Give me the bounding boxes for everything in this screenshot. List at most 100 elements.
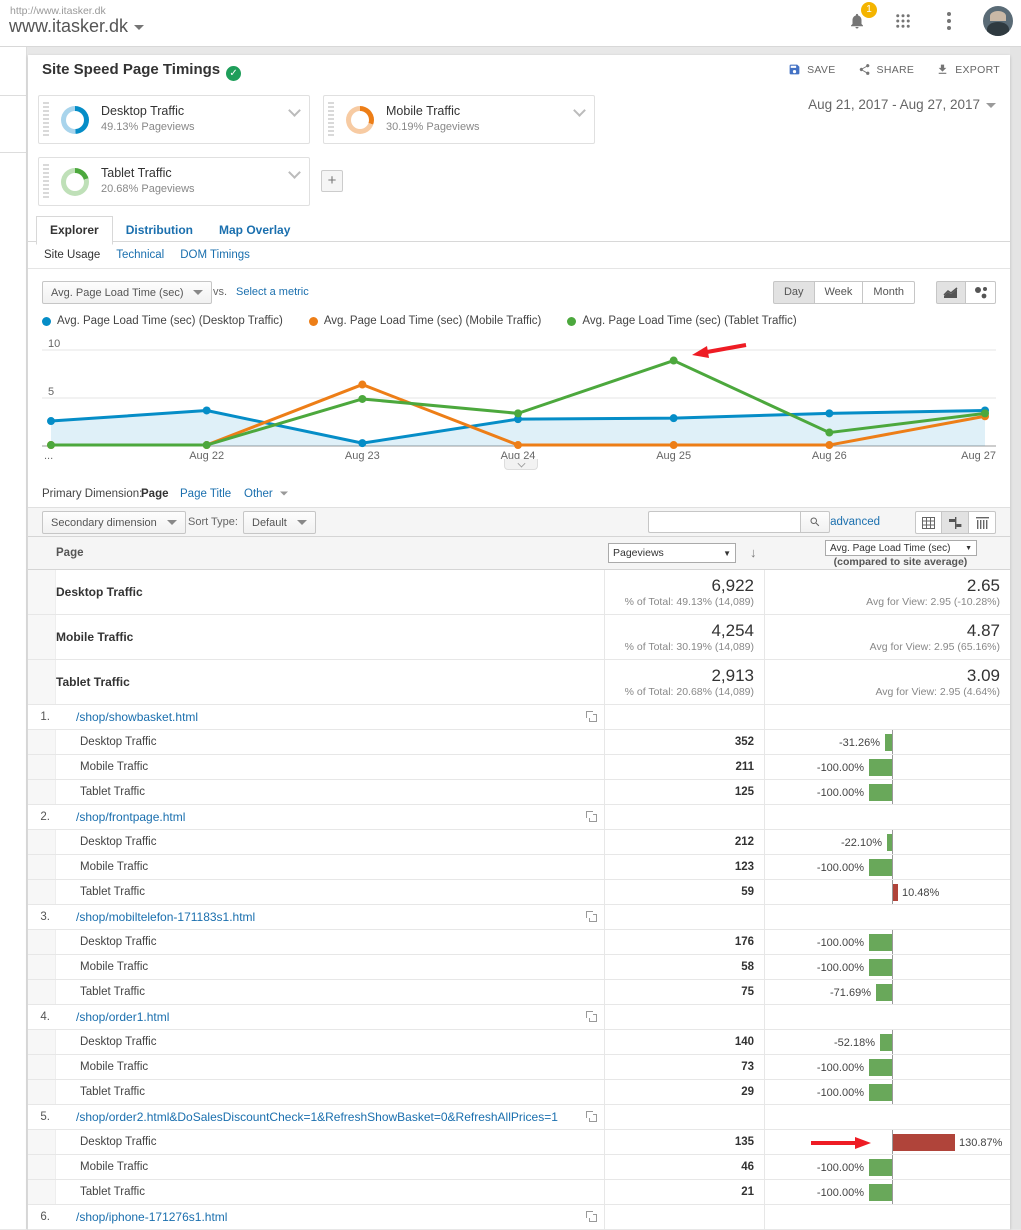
data-point[interactable]	[202, 406, 211, 415]
notification-badge: 1	[861, 2, 877, 18]
row-number-column	[28, 955, 56, 979]
advanced-search-link[interactable]: advanced	[830, 516, 880, 528]
timeseries-chart[interactable]: 5 10... Aug 22 Aug 23 Aug 24 Aug 25 Aug 26 Aug …	[28, 335, 1010, 467]
page-url-link[interactable]: /shop/order1.html	[76, 1010, 170, 1024]
pivot-view-button[interactable]	[969, 511, 996, 534]
share-button[interactable]: SHARE	[858, 63, 915, 76]
pageviews-cell	[604, 1105, 764, 1129]
page-url-link[interactable]: /shop/frontpage.html	[76, 810, 186, 824]
drag-handle-icon	[328, 102, 334, 137]
subtab-site-usage[interactable]: Site Usage	[44, 249, 101, 261]
comparison-cell: -31.26%	[764, 730, 1010, 754]
open-in-new-icon[interactable]	[586, 711, 597, 722]
save-icon	[789, 64, 800, 75]
segment-card-mobile-traffic[interactable]: Mobile Traffic 30.19% Pageviews	[323, 95, 595, 144]
data-point[interactable]	[47, 417, 55, 426]
sort-descending-arrow[interactable]: ↓	[750, 545, 757, 560]
data-point[interactable]	[514, 415, 522, 424]
table-view-button[interactable]	[915, 511, 942, 534]
data-point[interactable]	[47, 441, 55, 450]
apps-grid-button[interactable]	[891, 9, 915, 33]
tab-map-overlay[interactable]: Map Overlay	[219, 223, 291, 237]
metric-dropdown[interactable]: Avg. Page Load Time (sec)	[42, 281, 213, 304]
add-segment-button[interactable]: +	[321, 170, 343, 192]
open-in-new-icon[interactable]	[586, 1111, 597, 1122]
dimension-option-page-title[interactable]: Page Title	[180, 488, 232, 500]
avg-column-dropdown[interactable]: Avg. Page Load Time (sec) ▼	[825, 540, 977, 556]
granularity-day[interactable]: Day	[772, 281, 815, 304]
data-point[interactable]	[358, 439, 367, 448]
open-in-new-icon[interactable]	[586, 1011, 597, 1022]
avg-column-subtitle: (compared to site average)	[833, 556, 968, 568]
comparison-view-button[interactable]	[942, 511, 969, 534]
comparison-axis	[892, 1130, 893, 1154]
pageviews-value: 21	[741, 1186, 754, 1198]
comparison-axis	[892, 980, 893, 1004]
select-metric-link[interactable]: Select a metric	[236, 286, 309, 298]
dimension-option-page[interactable]: Page	[141, 488, 169, 500]
dimension-option-other[interactable]: Other	[244, 488, 289, 500]
comparison-view-icon	[948, 516, 961, 529]
data-point[interactable]	[514, 409, 522, 418]
granularity-week[interactable]: Week	[814, 281, 864, 304]
avatar[interactable]	[983, 6, 1013, 36]
data-point[interactable]	[669, 441, 678, 450]
account-selector[interactable]: www.itasker.dk	[9, 16, 145, 37]
page-url-link[interactable]: /shop/iphone-171276s1.html	[76, 1210, 228, 1224]
save-button[interactable]: SAVE	[788, 63, 835, 76]
date-range-selector[interactable]: Aug 21, 2017 - Aug 27, 2017	[808, 97, 996, 112]
search-icon	[810, 517, 820, 527]
data-point[interactable]	[202, 441, 211, 450]
row-number-column	[28, 570, 56, 614]
sort-type-dropdown[interactable]: Default	[243, 511, 316, 534]
segment-card-tablet-traffic[interactable]: Tablet Traffic 20.68% Pageviews	[38, 157, 310, 206]
tab-distribution[interactable]: Distribution	[125, 223, 194, 237]
open-in-new-icon[interactable]	[586, 811, 597, 822]
subtab-dom-timings[interactable]: DOM Timings	[180, 249, 250, 261]
more-options-button[interactable]	[937, 9, 961, 33]
granularity-month[interactable]: Month	[863, 281, 915, 304]
chart-collapse-handle[interactable]	[504, 459, 538, 470]
subtab-technical[interactable]: Technical	[116, 249, 165, 261]
chevron-down-icon	[134, 24, 145, 30]
pageviews-column-dropdown[interactable]: Pageviews ▼	[608, 543, 736, 563]
search-button[interactable]	[800, 511, 830, 533]
pageviews-pct-of-total: % of Total: 30.19% (14,089)	[624, 641, 754, 653]
secondary-dimension-dropdown[interactable]: Secondary dimension	[42, 511, 186, 534]
segment-name: Tablet Traffic	[101, 166, 172, 180]
comparison-cell: -100.00%	[764, 955, 1010, 979]
page-url-link[interactable]: /shop/showbasket.html	[76, 710, 199, 724]
data-point[interactable]	[825, 441, 834, 450]
data-point[interactable]	[358, 394, 367, 403]
data-point[interactable]	[514, 441, 522, 450]
export-button[interactable]: EXPORT	[936, 63, 1000, 76]
data-point[interactable]	[981, 409, 989, 418]
comparison-cell: -100.00%	[764, 855, 1010, 879]
data-point[interactable]	[358, 380, 367, 389]
search-input[interactable]	[648, 511, 800, 533]
data-point[interactable]	[825, 409, 834, 418]
pageviews-cell: 123	[604, 855, 764, 879]
open-in-new-icon[interactable]	[586, 911, 597, 922]
red-arrow-annotation	[692, 343, 747, 358]
tab-explorer[interactable]: Explorer	[36, 216, 113, 245]
page-url-link[interactable]: /shop/order2.html&DoSalesDiscountCheck=1…	[76, 1110, 558, 1124]
summary-pageviews-cell: 6,922% of Total: 49.13% (14,089)	[604, 570, 764, 614]
table-toolbar: Secondary dimension Sort Type: Default a…	[28, 507, 1010, 536]
line-chart-mode-button[interactable]	[936, 281, 966, 304]
segment-donut-icon	[346, 106, 374, 134]
data-point[interactable]	[669, 414, 678, 423]
data-point[interactable]	[825, 428, 834, 437]
segment-card-desktop-traffic[interactable]: Desktop Traffic 49.13% Pageviews	[38, 95, 310, 144]
page-url-link[interactable]: /shop/mobiltelefon-171183s1.html	[76, 910, 256, 924]
pageviews-value: 212	[734, 836, 754, 848]
comparison-axis	[892, 855, 893, 879]
comparison-bar	[893, 884, 898, 901]
data-point[interactable]	[669, 356, 678, 365]
comparison-pct-label: -100.00%	[816, 1187, 864, 1199]
motion-chart-mode-button[interactable]	[966, 281, 996, 304]
notifications-button[interactable]: 1	[845, 2, 877, 33]
chevron-down-icon	[573, 104, 586, 117]
open-in-new-icon[interactable]	[586, 1211, 597, 1222]
comparison-pct-label: -31.26%	[839, 737, 880, 749]
